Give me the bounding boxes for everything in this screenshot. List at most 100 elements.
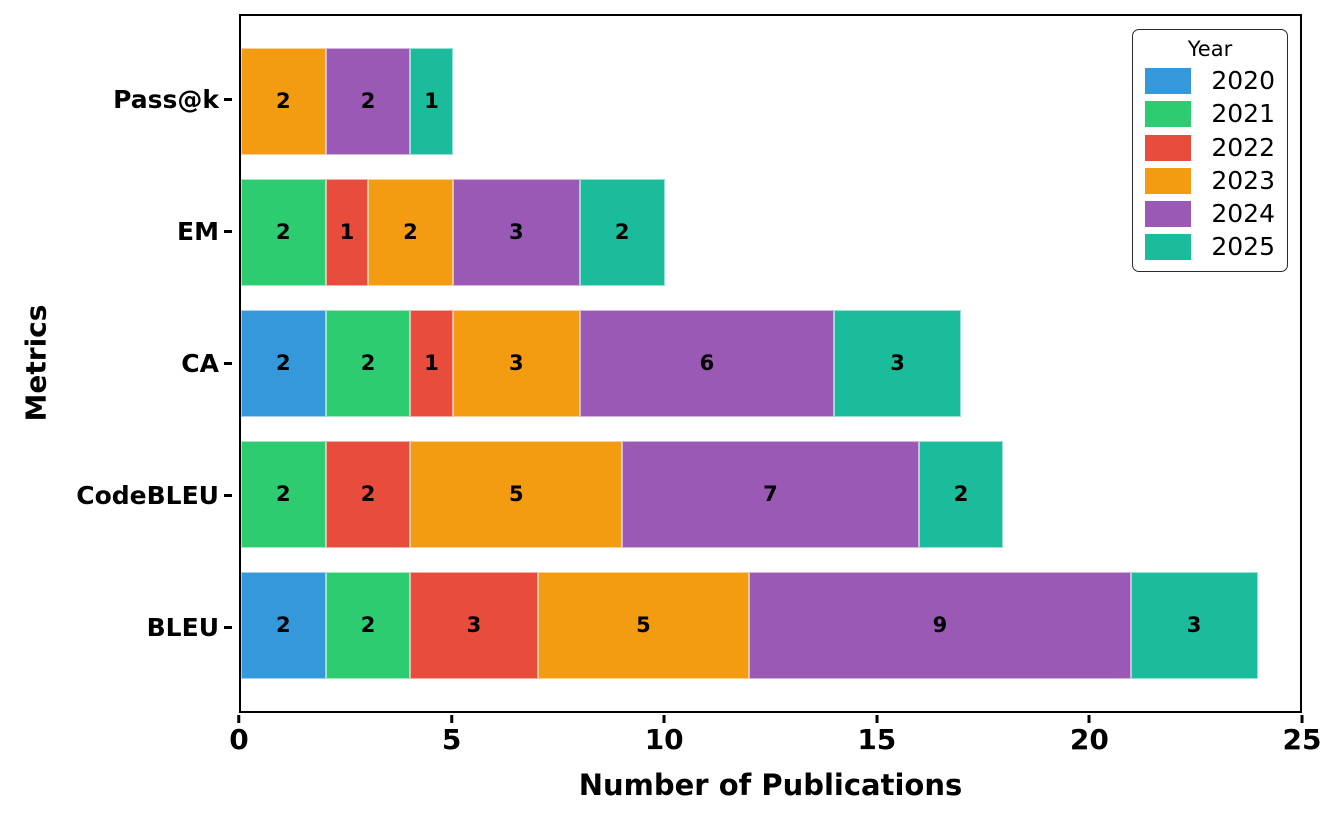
bar-value-label: 3 — [1186, 613, 1202, 637]
x-tick-label: 5 — [441, 723, 462, 756]
x-tick-label: 10 — [644, 723, 684, 756]
x-tick-label: 25 — [1282, 723, 1322, 756]
x-tick-label: 20 — [1069, 723, 1109, 756]
bar-segment-2024: 7 — [622, 440, 919, 549]
bar-value-label: 6 — [699, 351, 715, 375]
x-tick-0: 0 — [229, 715, 249, 756]
y-tick-mark — [224, 625, 232, 629]
legend-swatch-2020 — [1145, 68, 1191, 95]
bar-segment-2023: 5 — [537, 571, 750, 680]
legend-entry-2023: 2023 — [1145, 165, 1275, 195]
bar-segment-2025: 1 — [410, 47, 453, 156]
legend-swatch-2022 — [1145, 134, 1191, 161]
legend-swatch-2025 — [1145, 234, 1191, 261]
bar-segment-2024: 2 — [325, 47, 411, 156]
bar-row-Pass@k: 2 2 1 — [241, 36, 1300, 167]
bar-value-label: 5 — [636, 613, 651, 637]
bar-segment-2023: 2 — [241, 47, 326, 156]
legend-label: 2021 — [1211, 99, 1275, 129]
bar-segment-2022: 3 — [410, 571, 538, 680]
x-tick-label: 15 — [857, 723, 897, 756]
x-tick-10: 10 — [645, 715, 684, 754]
bar-value-label: 2 — [360, 482, 376, 506]
bar-segment-2025: 2 — [579, 178, 665, 287]
legend-entry-2021: 2021 — [1145, 99, 1275, 129]
legend-label: 2025 — [1211, 232, 1275, 262]
bar-segment-2023: 5 — [410, 440, 623, 549]
y-tick-mark — [224, 98, 232, 102]
bar-segment-2020: 2 — [241, 571, 326, 680]
bar-row-CodeBLEU: 2 2 5 7 2 — [241, 429, 1300, 560]
bar-value-label: 3 — [890, 351, 905, 375]
legend-entry-2025: 2025 — [1145, 232, 1275, 262]
bar-value-label: 2 — [614, 220, 630, 244]
bar-segment-2022: 2 — [325, 440, 411, 549]
bar-value-label: 2 — [403, 220, 418, 244]
bar-value-label: 3 — [509, 351, 524, 375]
legend-entry-2022: 2022 — [1145, 132, 1275, 162]
bar-value-label: 1 — [424, 351, 439, 375]
bar-row-BLEU: 2 2 3 5 9 3 — [241, 560, 1300, 691]
bar-segment-2024: 9 — [749, 571, 1131, 680]
bar-rows: 2 2 1 2 1 2 3 2 2 2 1 3 6 3 2 2 5 7 2 2 2 3 5 9 3 — [241, 16, 1300, 711]
bar-value-label: 3 — [466, 613, 482, 637]
legend-entry-2024: 2024 — [1145, 199, 1275, 228]
bar-segment-2021: 2 — [241, 178, 326, 287]
bar-segment-2023: 3 — [452, 309, 580, 418]
x-axis-ticks: 0 5 10 15 20 25 — [229, 715, 1321, 763]
legend-swatch-2023 — [1145, 167, 1191, 194]
bar-segment-2025: 3 — [834, 309, 962, 418]
x-tick-20: 20 — [1070, 715, 1109, 754]
bar-value-label: 5 — [509, 482, 524, 506]
legend-swatch-2021 — [1145, 101, 1191, 128]
legend-label: 2023 — [1211, 165, 1275, 195]
legend-entries: 2020 2021 2022 2023 2024 2025 — [1145, 66, 1275, 262]
bar-value-label: 2 — [360, 89, 376, 113]
legend-label: 2024 — [1211, 199, 1275, 228]
stacked-bar: 2 2 5 7 2 — [241, 440, 1004, 549]
x-tick-mark — [1300, 715, 1304, 723]
stacked-bar: 2 2 1 — [241, 47, 453, 156]
x-tick-25: 25 — [1282, 715, 1322, 756]
stacked-bar: 2 2 1 3 6 3 — [241, 309, 962, 418]
bar-value-label: 2 — [276, 89, 291, 113]
y-tick-mark — [224, 361, 232, 365]
y-tick-label: EM — [177, 217, 219, 247]
bar-segment-2021: 2 — [325, 309, 411, 418]
bar-value-label: 3 — [509, 220, 524, 244]
bar-value-label: 2 — [276, 613, 291, 637]
x-tick-label: 0 — [229, 723, 249, 756]
y-tick-label: BLEU — [146, 612, 219, 642]
y-tick-mark — [224, 230, 232, 234]
legend-entry-2020: 2020 — [1145, 66, 1275, 95]
y-tick-BLEU: BLEU — [0, 561, 232, 693]
bar-segment-2021: 2 — [325, 571, 411, 680]
bar-value-label: 2 — [360, 351, 376, 375]
bar-value-label: 2 — [276, 220, 291, 244]
y-tick-label: CA — [181, 348, 219, 378]
y-tick-CodeBLEU: CodeBLEU — [0, 429, 232, 561]
bar-value-label: 2 — [953, 482, 969, 506]
y-tick-mark — [224, 493, 232, 497]
legend-label: 2020 — [1211, 66, 1275, 95]
x-tick-mark — [875, 715, 879, 723]
bar-value-label: 2 — [276, 482, 291, 506]
legend-label: 2022 — [1211, 132, 1275, 162]
x-tick-mark — [237, 715, 241, 723]
y-tick-label: CodeBLEU — [76, 480, 219, 510]
bar-segment-2020: 2 — [241, 309, 326, 418]
x-tick-mark — [450, 715, 454, 723]
bar-value-label: 2 — [360, 613, 376, 637]
bar-value-label: 1 — [339, 220, 355, 244]
y-tick-Pass@k: Pass@k — [0, 34, 232, 166]
bar-row-EM: 2 1 2 3 2 — [241, 167, 1300, 298]
x-tick-mark — [1087, 715, 1091, 723]
bar-segment-2025: 3 — [1130, 571, 1258, 680]
bar-segment-2022: 1 — [410, 309, 453, 418]
bar-row-CA: 2 2 1 3 6 3 — [241, 298, 1300, 429]
y-tick-EM: EM — [0, 166, 232, 298]
bar-value-label: 2 — [276, 351, 291, 375]
legend: Year 2020 2021 2022 2023 2024 2025 — [1132, 29, 1288, 272]
